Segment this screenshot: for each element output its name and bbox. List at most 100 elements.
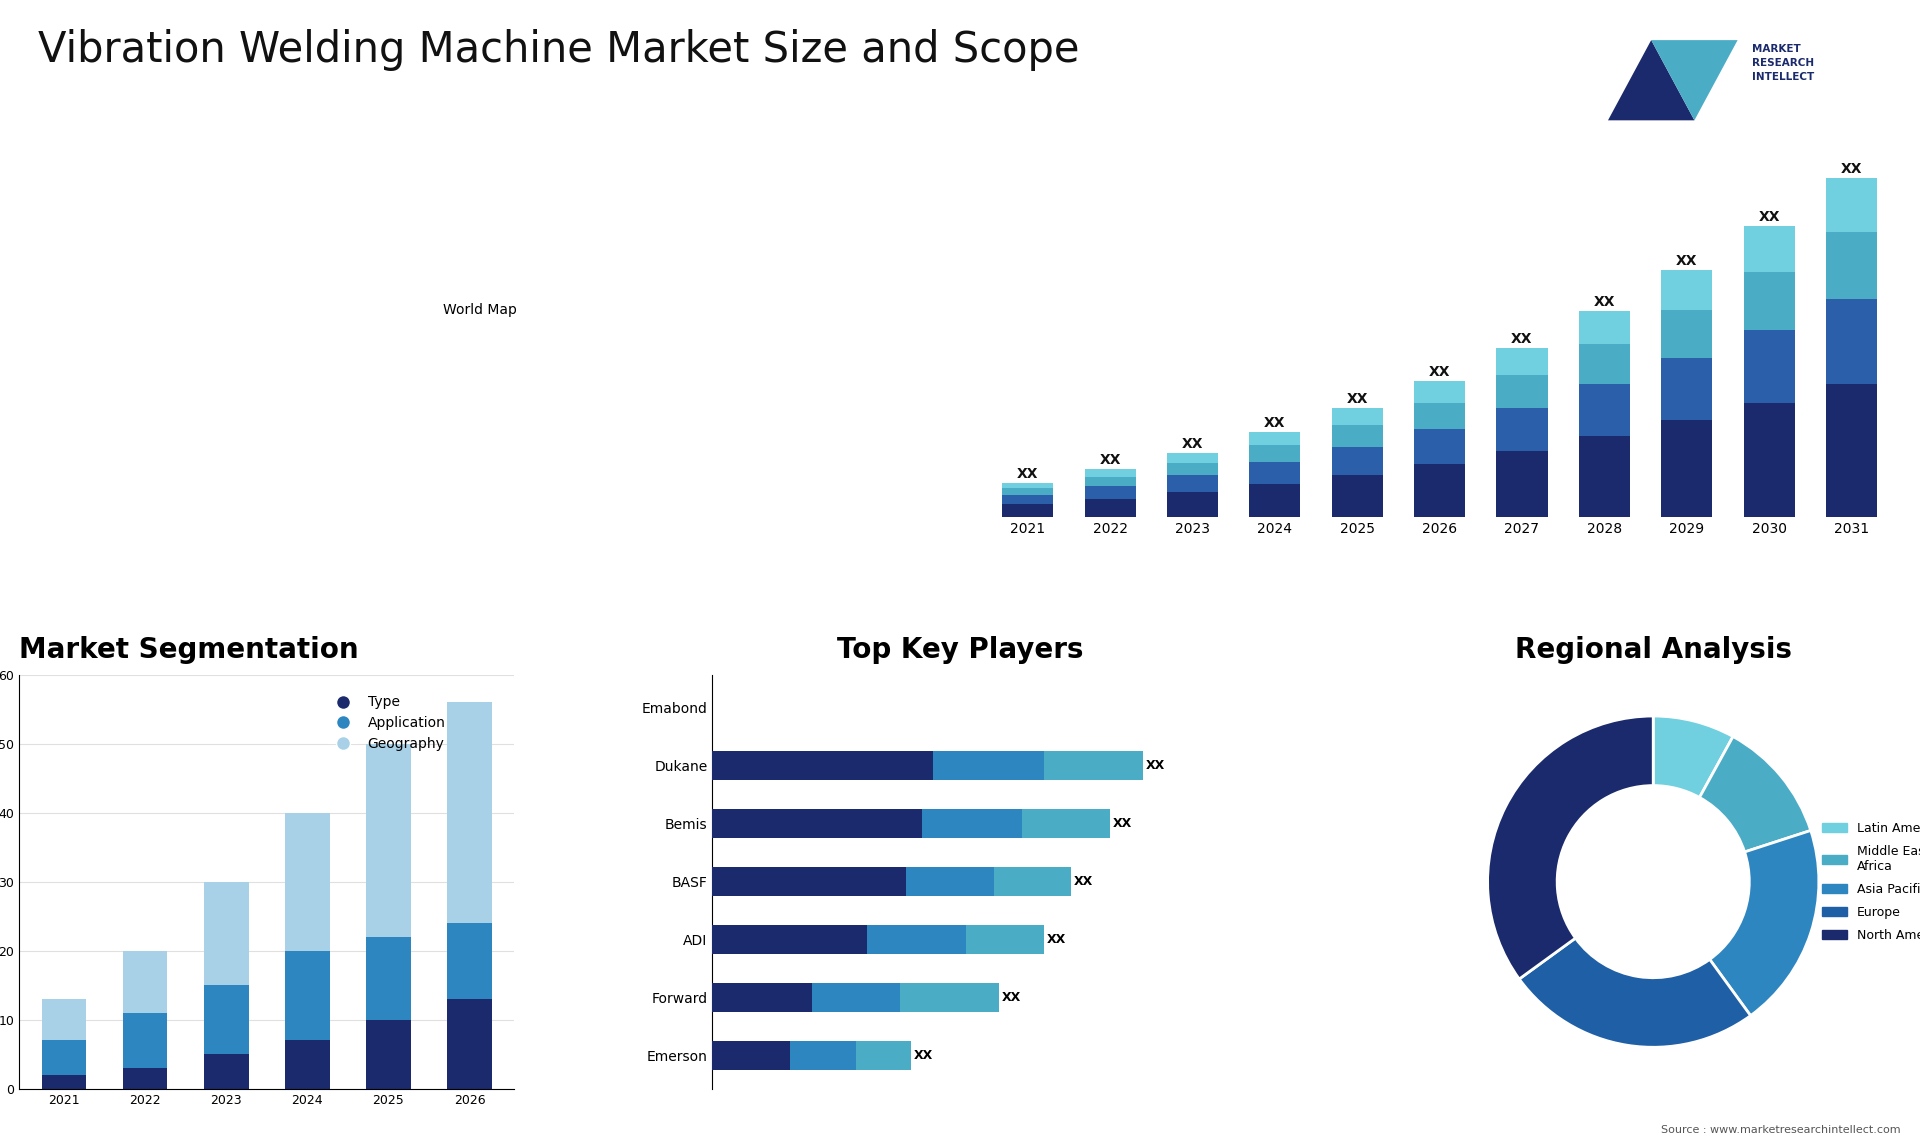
Bar [1250,484,1300,517]
Bar [712,809,922,838]
Bar [1496,450,1548,517]
Title: Regional Analysis: Regional Analysis [1515,636,1791,664]
Bar [42,999,86,1041]
Text: XX: XX [1100,454,1121,468]
Bar [1085,477,1137,486]
Bar [1085,470,1137,477]
Bar [447,999,492,1089]
Bar [1002,482,1054,488]
Bar [1002,488,1054,495]
Bar [204,1054,248,1089]
Bar [1332,425,1382,447]
Bar [1167,476,1217,492]
Bar [906,868,995,896]
Bar [1250,462,1300,484]
Bar [1415,382,1465,402]
Bar [1415,430,1465,464]
Bar [284,951,330,1041]
Bar [1167,492,1217,517]
Bar [1496,375,1548,408]
Bar [789,1041,856,1070]
Bar [933,752,1044,780]
Text: XX: XX [1018,466,1039,480]
Bar [922,809,1021,838]
Bar [284,813,330,951]
Bar [1661,421,1713,517]
Bar [204,881,248,986]
Bar [284,1041,330,1089]
Bar [367,744,411,937]
Bar [712,868,906,896]
Bar [367,1020,411,1089]
Text: MARKET
RESEARCH
INTELLECT: MARKET RESEARCH INTELLECT [1751,44,1814,83]
Bar [712,983,812,1012]
Text: XX: XX [1002,991,1021,1004]
Bar [1415,402,1465,430]
Bar [123,951,167,1013]
Bar [1743,226,1795,273]
Bar [1826,178,1878,233]
Text: Vibration Welding Machine Market Size and Scope: Vibration Welding Machine Market Size an… [38,29,1079,71]
Bar [1661,270,1713,309]
Wedge shape [1699,737,1811,851]
Bar [447,923,492,999]
Bar [1167,463,1217,476]
Text: XX: XX [1346,392,1369,407]
Bar [812,983,900,1012]
Text: XX: XX [1428,366,1450,379]
Bar [1332,474,1382,517]
Bar [1578,435,1630,517]
Bar [1743,402,1795,517]
Bar [1661,309,1713,359]
Bar [447,702,492,923]
Text: XX: XX [1511,332,1532,346]
Bar [1085,486,1137,499]
Bar [1826,233,1878,299]
Bar [868,925,966,953]
Bar [1002,504,1054,517]
Bar [995,868,1071,896]
Text: XX: XX [1112,817,1133,830]
Wedge shape [1519,939,1751,1047]
Bar [1250,432,1300,446]
Title: Top Key Players: Top Key Players [837,636,1083,664]
Text: XX: XX [1073,876,1092,888]
Bar [1167,453,1217,463]
Bar [1002,495,1054,504]
Text: XX: XX [1759,210,1780,223]
Bar [1743,273,1795,330]
Bar [367,937,411,1020]
Text: XX: XX [914,1049,933,1062]
Wedge shape [1488,716,1653,979]
Text: XX: XX [1263,416,1286,430]
Legend: Type, Application, Geography: Type, Application, Geography [323,690,451,756]
Bar [1415,464,1465,517]
Wedge shape [1653,716,1734,798]
Bar [712,1041,789,1070]
Bar [966,925,1044,953]
Bar [1743,330,1795,402]
Bar [1661,359,1713,421]
Bar [204,986,248,1054]
Bar [1578,384,1630,435]
Bar [856,1041,912,1070]
Bar [123,1068,167,1089]
Bar [900,983,1000,1012]
Text: XX: XX [1676,254,1697,268]
Bar [1578,344,1630,384]
Bar [42,1041,86,1075]
Legend: Latin America, Middle East &
Africa, Asia Pacific, Europe, North America: Latin America, Middle East & Africa, Asi… [1816,817,1920,947]
Bar [1826,299,1878,384]
Bar [123,1013,167,1068]
Text: XX: XX [1841,162,1862,175]
Bar [42,1075,86,1089]
Text: XX: XX [1183,437,1204,450]
Text: World Map: World Map [444,304,516,317]
Bar [1044,752,1142,780]
Text: Market Segmentation: Market Segmentation [19,636,359,664]
Bar [1332,408,1382,425]
Text: XX: XX [1146,760,1165,772]
Text: XX: XX [1046,933,1066,947]
Bar [1496,408,1548,450]
Bar [712,752,933,780]
